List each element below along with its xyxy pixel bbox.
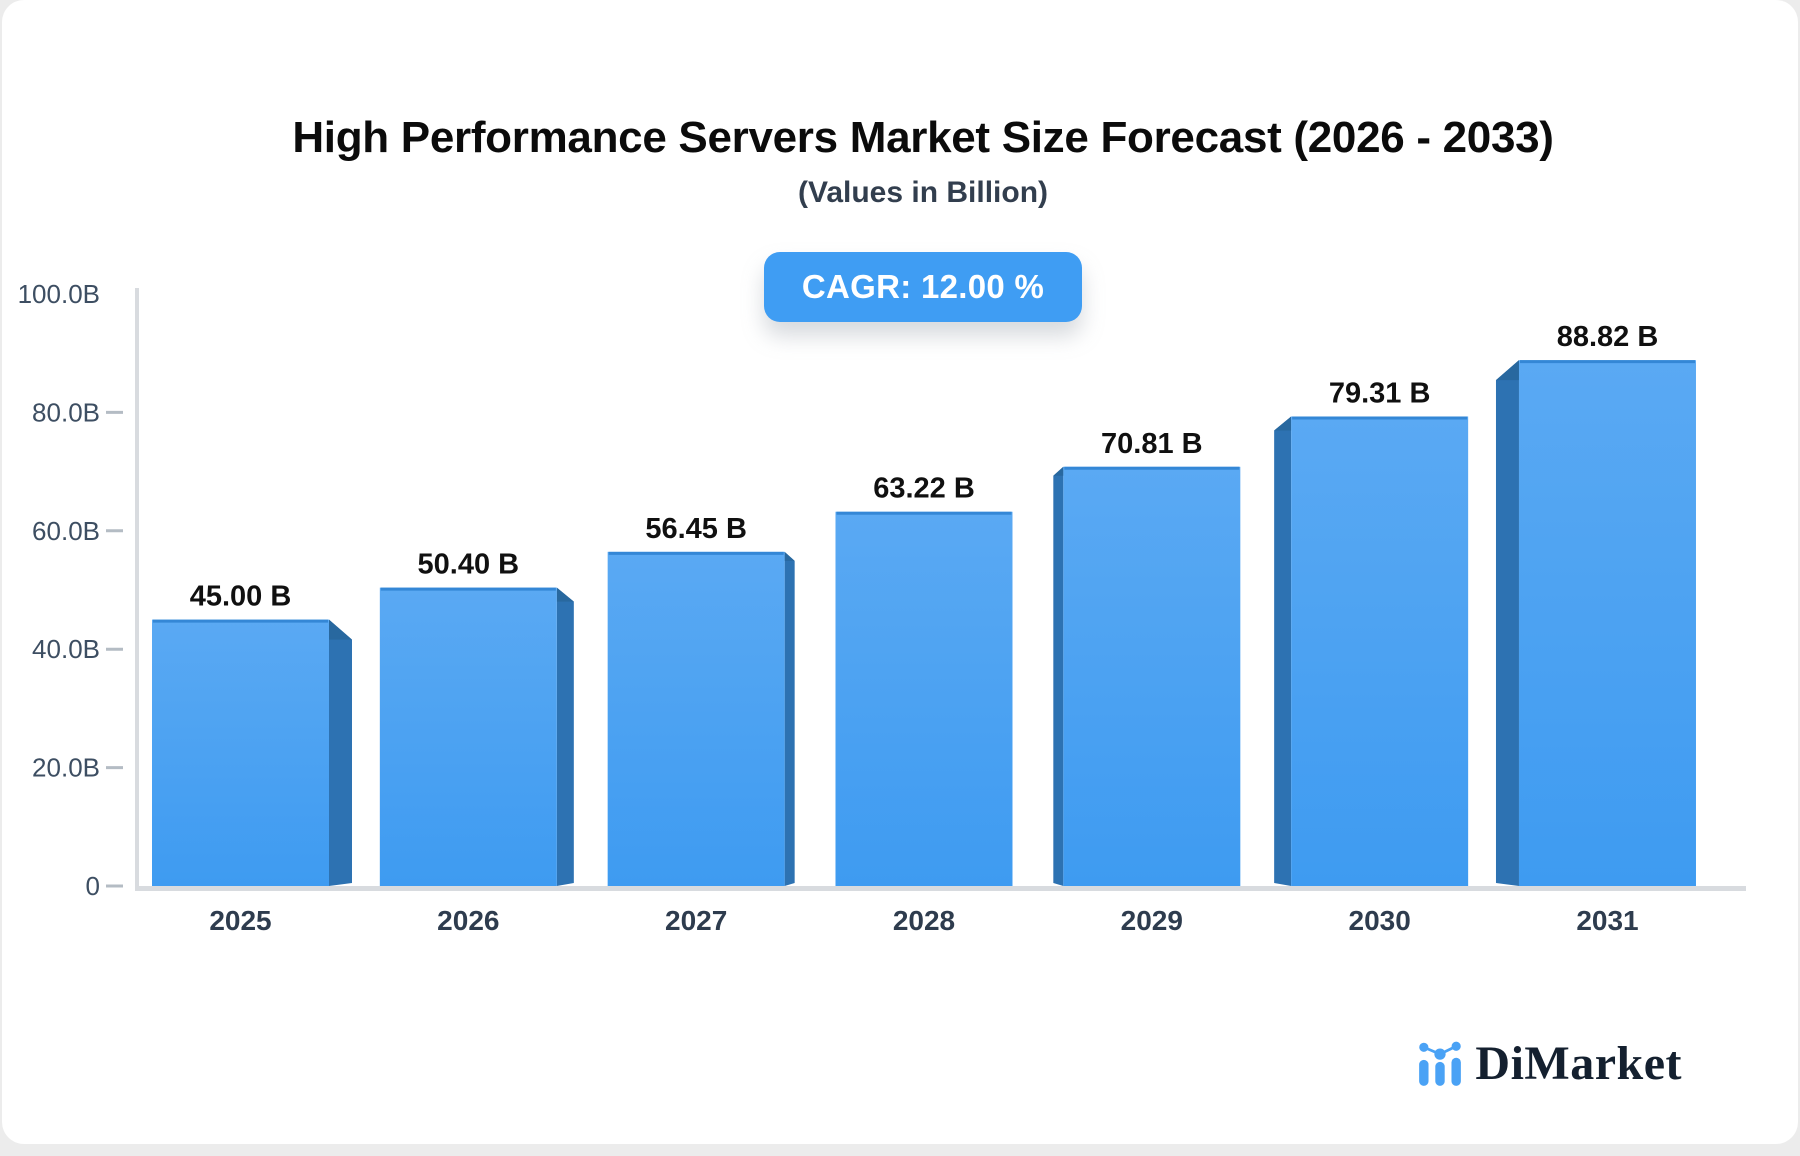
bar-2031 [1518,360,1696,886]
x-tick-label: 2027 [665,905,727,936]
bar-side-face [556,587,574,886]
y-tick-label: 0 [86,871,100,901]
bar-value-label: 45.00 B [190,581,292,613]
bar-value-label: 56.45 B [645,513,747,545]
y-tick-label: 60.0B [32,516,100,546]
y-tick-label: 100.0B [18,279,100,309]
bar-2026 [379,587,557,886]
bar-side-face [1495,360,1519,886]
bar-value-label: 88.82 B [1557,321,1659,353]
bar-2029 [1063,466,1241,886]
bar-value-label: 79.31 B [1329,377,1431,409]
x-tick-label: 2028 [893,905,955,936]
mini-bar-line-chart-icon [1419,1041,1462,1086]
bar-top-bevel [556,587,574,602]
y-tick-label: 20.0B [32,753,100,783]
bar-side-face [1053,466,1064,886]
chart-header: High Performance Servers Market Size For… [48,0,1798,322]
cagr-badge-row: CAGR: 12.00 % [48,252,1798,322]
chart-subtitle: (Values in Billion) [797,176,1049,209]
bar-2025 [152,619,329,886]
bar-value-label: 70.81 B [1101,428,1203,460]
x-tick-label: 2029 [1121,905,1183,936]
y-tick-label: 80.0B [32,397,100,427]
x-tick-label: 2031 [1576,905,1638,936]
brand-logo: DiMarket [1417,1036,1682,1091]
x-tick-label: 2030 [1349,905,1411,936]
bar-2030 [1291,416,1469,886]
bar-side-face [329,619,352,886]
x-tick-label: 2026 [437,905,499,936]
bar-2027 [607,551,785,886]
cagr-badge: CAGR: 12.00 % [763,252,1083,322]
bar-top-bevel [329,619,352,640]
bar-side-face [784,551,795,886]
x-tick-label: 2025 [209,905,271,936]
bar-top-bevel [1053,466,1064,476]
brand-name: DiMarket [1475,1037,1682,1090]
bar-value-label: 50.40 B [418,549,520,581]
bar-top-bevel [1274,416,1292,431]
bar-top-bevel [1495,360,1519,381]
bar-value-label: 63.22 B [873,473,975,505]
bar-2028 [835,511,1013,886]
chart-title: High Performance Servers Market Size For… [292,113,1554,162]
bar-side-face [1274,416,1292,886]
y-tick-label: 40.0B [32,634,100,664]
bar-top-bevel [784,551,795,561]
